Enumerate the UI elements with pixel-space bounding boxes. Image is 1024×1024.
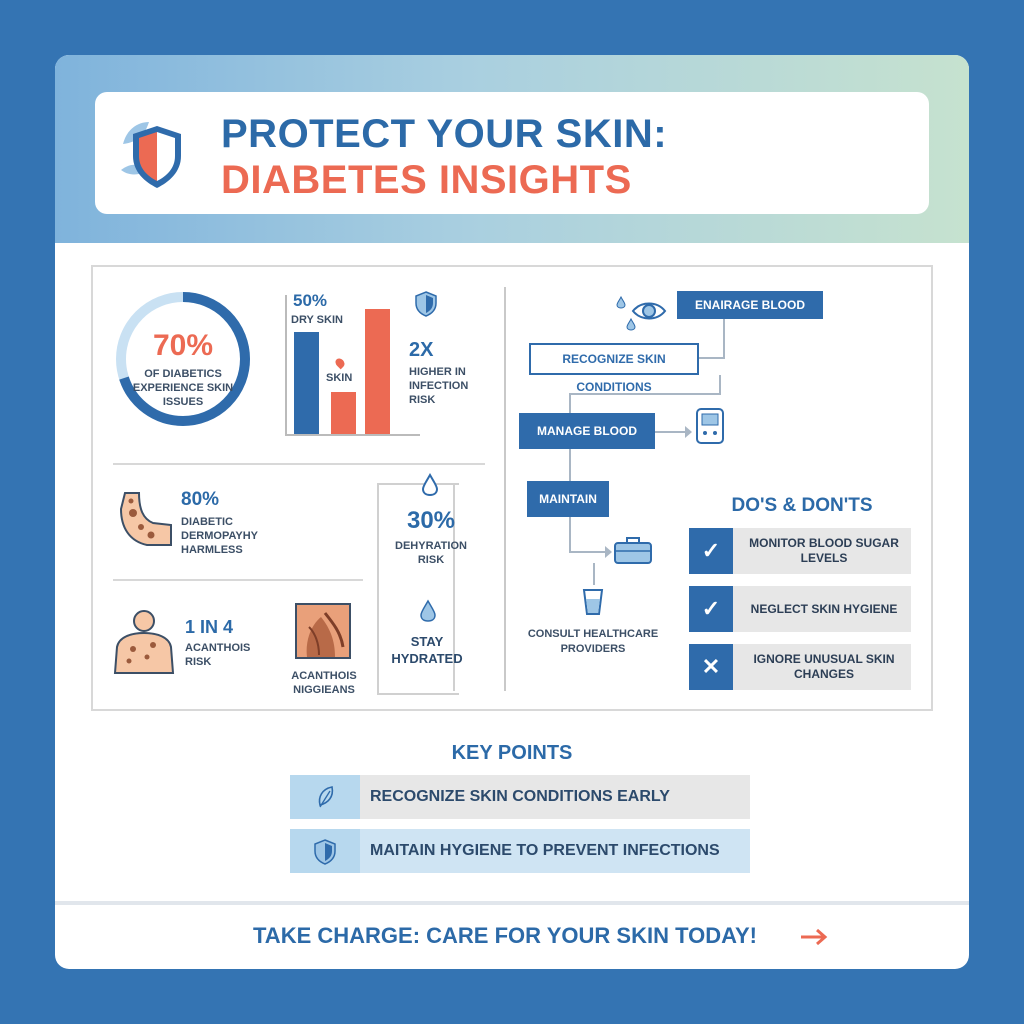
divider xyxy=(113,463,485,465)
eye-drops-icon xyxy=(616,295,667,331)
stats-panel: 70% OF DIABETICS EXPERIENCE SKIN ISSUES … xyxy=(91,265,933,711)
check-icon: ✓ xyxy=(689,586,733,632)
title-box: PROTECT YOUR SKIN: DIABETES INSIGHTS xyxy=(95,92,929,214)
connector xyxy=(719,375,721,395)
footer-cta: TAKE CHARGE: CARE FOR YOUR SKIN TODAY! xyxy=(253,923,758,948)
donts-item-label: IGNORE UNUSUAL SKIN CHANGES xyxy=(753,652,895,681)
skin-closeup-icon xyxy=(295,603,351,659)
connector xyxy=(593,563,595,585)
bar-2 xyxy=(331,391,356,434)
dermopathy-value: 80% xyxy=(181,489,220,510)
divider xyxy=(113,579,363,581)
dehydration-label: DEHYRATION RISK xyxy=(395,540,467,566)
flow-step-3: MANAGE BLOOD SUGAR xyxy=(519,413,655,474)
dos-donts-title: DO'S & DON'TS xyxy=(731,495,873,516)
key-point-label: MAITAIN HYGIENE TO PREVENT INFECTIONS xyxy=(360,829,750,873)
arrow-head xyxy=(605,546,612,558)
water-glass-icon xyxy=(582,589,604,615)
connector xyxy=(569,393,721,395)
bar-top-value: 50% xyxy=(293,291,328,310)
dos-item: ✓ MONITOR BLOOD SUGAR LEVELS xyxy=(689,528,911,574)
dehydration-value: 30% xyxy=(406,507,456,534)
bar-3 xyxy=(365,308,390,434)
ring-value: 70% xyxy=(152,329,214,362)
ring-label: OF DIABETICS EXPERIENCE SKIN ISSUES xyxy=(132,368,234,408)
infection-label: HIGHER IN INFECTION RISK xyxy=(409,366,469,406)
connector xyxy=(569,393,571,413)
connector xyxy=(655,431,689,433)
bar-top-label: DRY SKIN xyxy=(291,314,343,326)
hydration-frame-right xyxy=(453,483,455,691)
flow-step-4: MAINTAIN xyxy=(527,481,609,517)
donts-item: ✕ IGNORE UNUSUAL SKIN CHANGES xyxy=(689,644,911,690)
water-drop-icon xyxy=(421,473,439,497)
ring-chart xyxy=(116,292,250,426)
flow-step-5: CONSULT HEALTHCARE PROVIDERS xyxy=(527,628,659,655)
infection-value: 2X xyxy=(409,339,434,361)
header-banner: PROTECT YOUR SKIN: DIABETES INSIGHTS xyxy=(55,55,969,243)
bar-mid-label: SKIN xyxy=(326,372,353,384)
hydrate-label: STAY HYDRATED xyxy=(391,634,463,666)
connector xyxy=(697,357,725,359)
flame-icon xyxy=(333,356,347,370)
dos-item: ✓ NEGLECT SKIN HYGIENE xyxy=(689,586,911,632)
kit-icon xyxy=(614,537,652,564)
dos-item-label: MONITOR BLOOD SUGAR LEVELS xyxy=(749,536,899,565)
connector xyxy=(569,449,571,481)
leaf-icon xyxy=(318,786,334,808)
shield-icon xyxy=(314,839,336,865)
page-title-line1: PROTECT YOUR SKIN: xyxy=(221,112,668,156)
divider-vertical xyxy=(504,287,506,691)
key-point-label: RECOGNIZE SKIN CONDITIONS EARLY xyxy=(360,775,750,819)
dos-item-label: NEGLECT SKIN HYGIENE xyxy=(750,601,898,616)
connector xyxy=(723,319,725,359)
footer-divider xyxy=(55,901,969,905)
hydration-frame xyxy=(377,483,459,695)
glucose-meter-icon xyxy=(696,408,724,444)
key-point-icon-box xyxy=(290,775,360,819)
dermopathy-label: DIABETIC DERMOPAYHY HARMLESS xyxy=(181,516,258,556)
water-drop-icon xyxy=(420,599,436,622)
acanthosis-label: ACANTHOIS RISK xyxy=(185,642,251,668)
arrow-right-icon xyxy=(801,928,828,946)
arrow-head xyxy=(685,426,692,438)
shield-icon xyxy=(415,291,437,317)
page-title-line2: DIABETES INSIGHTS xyxy=(221,158,632,202)
key-point-icon-box xyxy=(290,829,360,873)
acanthosis-value: 1 IN 4 xyxy=(185,617,234,637)
key-point-item: RECOGNIZE SKIN CONDITIONS EARLY xyxy=(290,775,750,819)
connector xyxy=(569,517,571,551)
flow-step-1: ENAIRAGE BLOOD SUGAR xyxy=(677,291,823,340)
torso-icon xyxy=(113,610,175,674)
acanthosis-img-label: ACANTHOIS NIGGIEANS xyxy=(291,670,357,696)
cross-icon: ✕ xyxy=(689,644,733,690)
infographic-card: PROTECT YOUR SKIN: DIABETES INSIGHTS 70%… xyxy=(55,55,969,969)
bar-axis-x xyxy=(285,434,420,436)
elbow-spots-icon xyxy=(119,492,172,546)
bar-axis-y xyxy=(285,295,287,435)
connector xyxy=(569,551,607,553)
flow-step-2: RECOGNIZE SKIN CONDITIONS xyxy=(529,343,699,394)
shield-leaf-icon xyxy=(121,122,181,188)
key-point-item: MAITAIN HYGIENE TO PREVENT INFECTIONS xyxy=(290,829,750,873)
bar-1 xyxy=(294,331,319,434)
key-points-title: KEY POINTS xyxy=(451,742,573,764)
check-icon: ✓ xyxy=(689,528,733,574)
